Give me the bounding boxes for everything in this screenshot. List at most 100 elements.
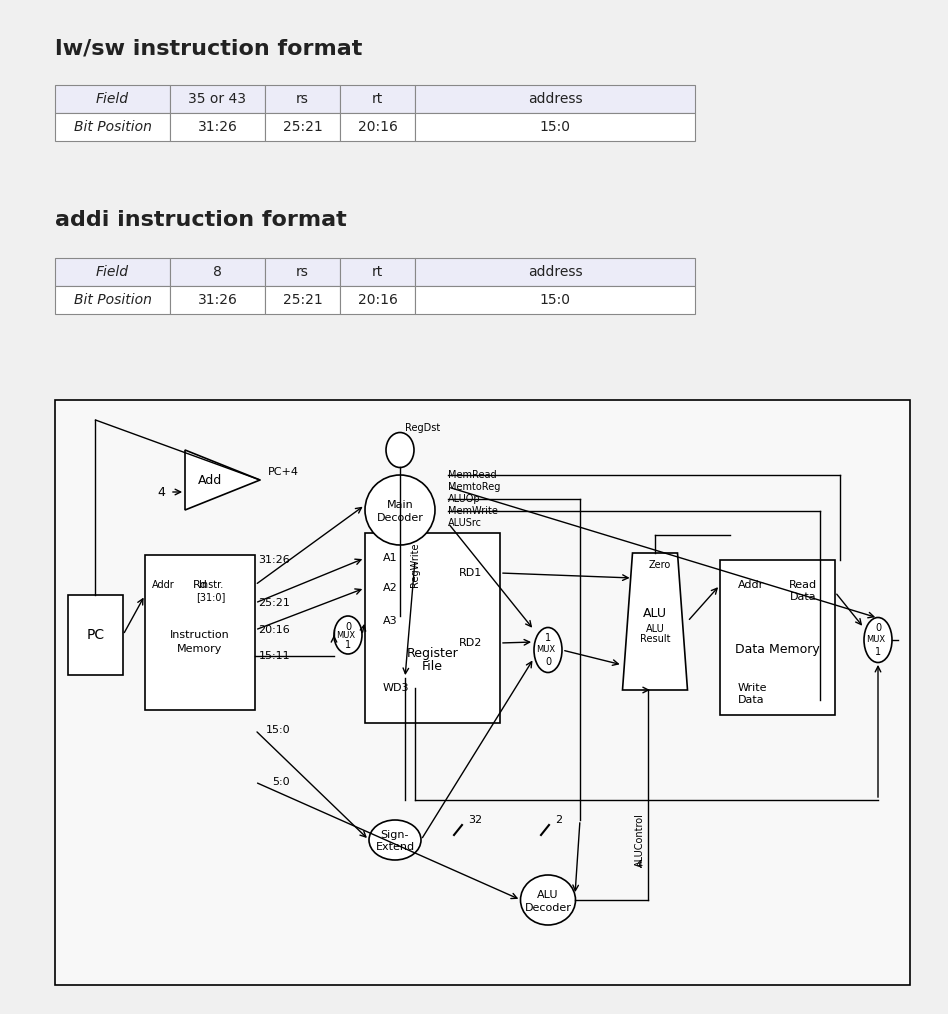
Text: 1: 1 bbox=[545, 633, 551, 643]
Text: 4: 4 bbox=[157, 486, 165, 499]
Text: rs: rs bbox=[296, 265, 309, 279]
Text: 20:16: 20:16 bbox=[357, 120, 397, 134]
FancyBboxPatch shape bbox=[415, 258, 695, 286]
Text: 15:0: 15:0 bbox=[265, 725, 290, 735]
Text: Extend: Extend bbox=[375, 842, 414, 852]
Ellipse shape bbox=[369, 820, 421, 860]
Text: Decoder: Decoder bbox=[376, 513, 424, 523]
FancyBboxPatch shape bbox=[340, 286, 415, 314]
FancyBboxPatch shape bbox=[340, 258, 415, 286]
Text: Zero: Zero bbox=[648, 560, 671, 570]
Text: ALUOp: ALUOp bbox=[448, 494, 481, 504]
Text: 8: 8 bbox=[213, 265, 222, 279]
FancyBboxPatch shape bbox=[415, 85, 695, 113]
Text: File: File bbox=[422, 660, 443, 673]
Text: 5:0: 5:0 bbox=[272, 777, 290, 787]
Text: A3: A3 bbox=[383, 615, 397, 626]
Text: [31:0]: [31:0] bbox=[196, 592, 226, 602]
FancyBboxPatch shape bbox=[265, 286, 340, 314]
Text: 20:16: 20:16 bbox=[258, 625, 290, 635]
Text: Field: Field bbox=[96, 92, 129, 106]
Text: address: address bbox=[528, 265, 582, 279]
Text: RegWrite: RegWrite bbox=[410, 542, 420, 587]
FancyBboxPatch shape bbox=[170, 258, 265, 286]
Text: Read: Read bbox=[789, 580, 817, 590]
Polygon shape bbox=[623, 553, 687, 690]
FancyBboxPatch shape bbox=[170, 286, 265, 314]
Text: 15:0: 15:0 bbox=[539, 120, 571, 134]
Text: Addr: Addr bbox=[738, 580, 764, 590]
Text: 0: 0 bbox=[345, 622, 351, 632]
FancyBboxPatch shape bbox=[340, 85, 415, 113]
Text: Main: Main bbox=[387, 500, 413, 510]
Text: MemtoReg: MemtoReg bbox=[448, 482, 501, 492]
Ellipse shape bbox=[534, 628, 562, 672]
FancyBboxPatch shape bbox=[55, 286, 170, 314]
Text: 2: 2 bbox=[555, 815, 562, 825]
Text: address: address bbox=[528, 92, 582, 106]
Text: 31:26: 31:26 bbox=[197, 293, 237, 307]
FancyBboxPatch shape bbox=[365, 533, 500, 723]
Text: 32: 32 bbox=[468, 815, 483, 825]
Text: ALUControl: ALUControl bbox=[635, 813, 645, 867]
Text: WD3: WD3 bbox=[383, 683, 410, 693]
Text: rt: rt bbox=[372, 265, 383, 279]
Text: Instruction: Instruction bbox=[170, 630, 229, 640]
Text: RD2: RD2 bbox=[459, 638, 482, 648]
Text: lw/sw instruction format: lw/sw instruction format bbox=[55, 38, 362, 58]
Polygon shape bbox=[185, 450, 260, 510]
Text: 31:26: 31:26 bbox=[197, 120, 237, 134]
Text: MUX: MUX bbox=[866, 636, 885, 645]
Ellipse shape bbox=[520, 875, 575, 925]
Text: MUX: MUX bbox=[537, 646, 556, 654]
FancyBboxPatch shape bbox=[55, 85, 170, 113]
Text: ALU: ALU bbox=[538, 890, 558, 900]
FancyBboxPatch shape bbox=[55, 258, 170, 286]
Text: 25:21: 25:21 bbox=[283, 120, 322, 134]
Text: MemRead: MemRead bbox=[448, 470, 497, 480]
FancyBboxPatch shape bbox=[68, 595, 123, 675]
Text: MUX: MUX bbox=[337, 632, 356, 641]
Ellipse shape bbox=[864, 618, 892, 662]
Text: rs: rs bbox=[296, 92, 309, 106]
Text: Addr: Addr bbox=[152, 580, 174, 590]
Text: Instr.: Instr. bbox=[199, 580, 223, 590]
FancyBboxPatch shape bbox=[415, 286, 695, 314]
FancyBboxPatch shape bbox=[265, 85, 340, 113]
Ellipse shape bbox=[334, 615, 362, 654]
Text: Data Memory: Data Memory bbox=[735, 644, 820, 656]
FancyBboxPatch shape bbox=[55, 400, 910, 985]
Text: 0: 0 bbox=[545, 657, 551, 667]
Text: MemWrite: MemWrite bbox=[448, 506, 498, 516]
FancyBboxPatch shape bbox=[170, 113, 265, 141]
FancyBboxPatch shape bbox=[170, 85, 265, 113]
Text: 1: 1 bbox=[875, 647, 881, 657]
Text: Data: Data bbox=[738, 695, 765, 705]
Text: Bit Position: Bit Position bbox=[74, 120, 152, 134]
Text: PC: PC bbox=[86, 628, 104, 642]
Ellipse shape bbox=[386, 433, 414, 467]
Text: addi instruction format: addi instruction format bbox=[55, 210, 347, 230]
Text: 25:21: 25:21 bbox=[258, 598, 290, 608]
FancyBboxPatch shape bbox=[145, 555, 255, 710]
FancyBboxPatch shape bbox=[340, 113, 415, 141]
Text: Memory: Memory bbox=[177, 644, 223, 654]
Text: RD1: RD1 bbox=[459, 568, 482, 578]
FancyBboxPatch shape bbox=[720, 560, 835, 715]
Text: rt: rt bbox=[372, 92, 383, 106]
Text: 15:0: 15:0 bbox=[539, 293, 571, 307]
Text: Rd: Rd bbox=[192, 580, 208, 590]
Text: Decoder: Decoder bbox=[524, 903, 572, 913]
FancyBboxPatch shape bbox=[265, 113, 340, 141]
FancyBboxPatch shape bbox=[415, 113, 695, 141]
Text: A2: A2 bbox=[383, 583, 398, 593]
Text: 4: 4 bbox=[635, 860, 642, 870]
Text: 25:21: 25:21 bbox=[283, 293, 322, 307]
Text: ALU: ALU bbox=[643, 607, 667, 620]
Text: Result: Result bbox=[640, 635, 670, 645]
Text: 15:11: 15:11 bbox=[259, 651, 290, 661]
Text: 0: 0 bbox=[875, 623, 881, 633]
Text: ALU: ALU bbox=[646, 625, 665, 635]
Text: Field: Field bbox=[96, 265, 129, 279]
Text: Write: Write bbox=[738, 683, 768, 693]
